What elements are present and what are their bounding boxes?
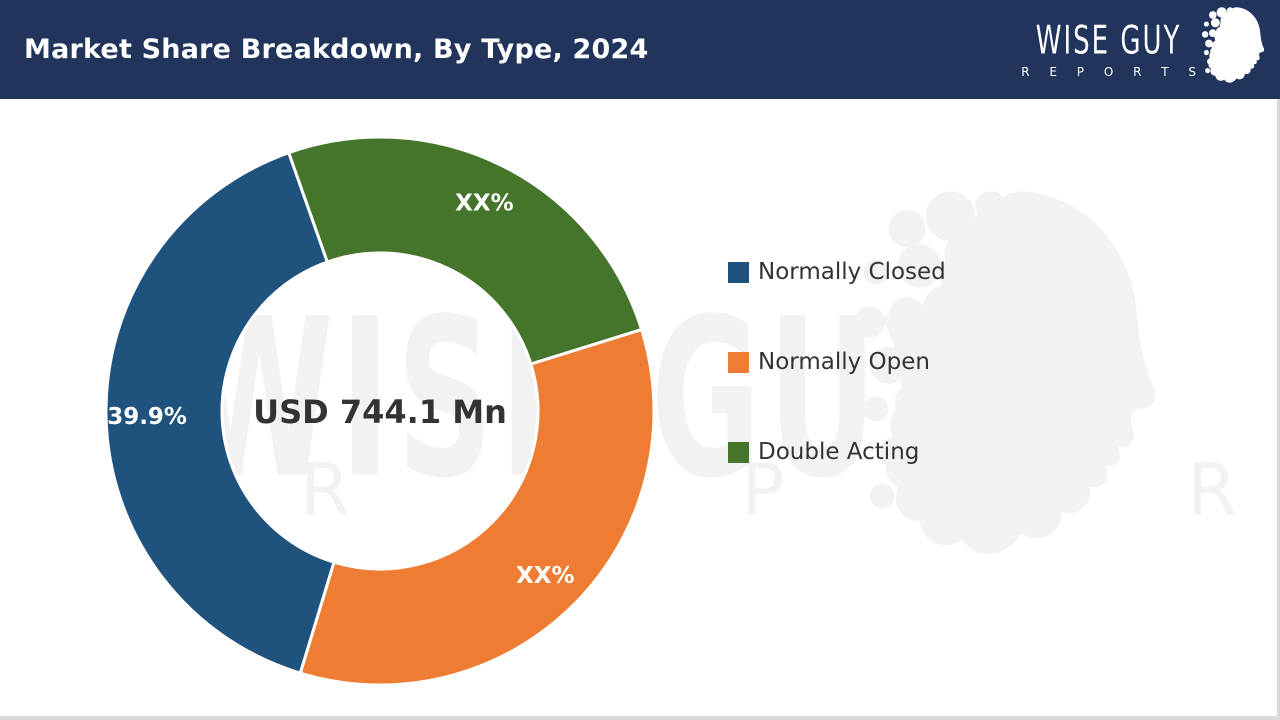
legend-item-normally-closed[interactable]: Normally Closed	[728, 259, 946, 285]
donut-segment-normally-closed[interactable]	[104, 151, 336, 675]
legend-item-normally-open[interactable]: Normally Open	[728, 349, 946, 375]
logo-face-icon	[1201, 7, 1264, 83]
chart-legend: Normally Closed Normally Open Double Act…	[728, 259, 946, 465]
donut-segment-normally-open[interactable]	[298, 328, 656, 687]
slice-value-label: 39.9%	[107, 404, 187, 430]
chart-center-value: USD 744.1 Mn	[253, 393, 507, 431]
legend-swatch-icon	[728, 351, 749, 373]
page-title: Market Share Breakdown, By Type, 2024	[24, 34, 649, 65]
donut-segment-double-acting[interactable]	[287, 135, 644, 366]
legend-swatch-icon	[728, 441, 749, 463]
legend-swatch-icon	[728, 261, 749, 283]
logo-wiseguy-text: WISE GUY	[1035, 19, 1182, 64]
watermark-face-logo	[854, 191, 1155, 554]
legend-item-label: Double Acting	[758, 439, 920, 465]
wise-guy-reports-logo: WISE GUY R E P O R T S	[1013, 6, 1264, 88]
bottom-edge-strip	[0, 716, 1280, 720]
legend-item-double-acting[interactable]: Double Acting	[728, 439, 946, 465]
logo-text: WISE GUY R E P O R T S	[1013, 19, 1204, 79]
legend-item-label: Normally Closed	[758, 259, 946, 285]
title-bar: Market Share Breakdown, By Type, 2024 WI…	[0, 0, 1280, 99]
slice-value-label: XX%	[455, 191, 514, 217]
legend-item-label: Normally Open	[758, 349, 930, 375]
slice-value-label: XX%	[516, 563, 575, 589]
logo-reports-text: R E P O R T S	[1021, 65, 1204, 79]
right-edge-strip	[1277, 99, 1280, 720]
